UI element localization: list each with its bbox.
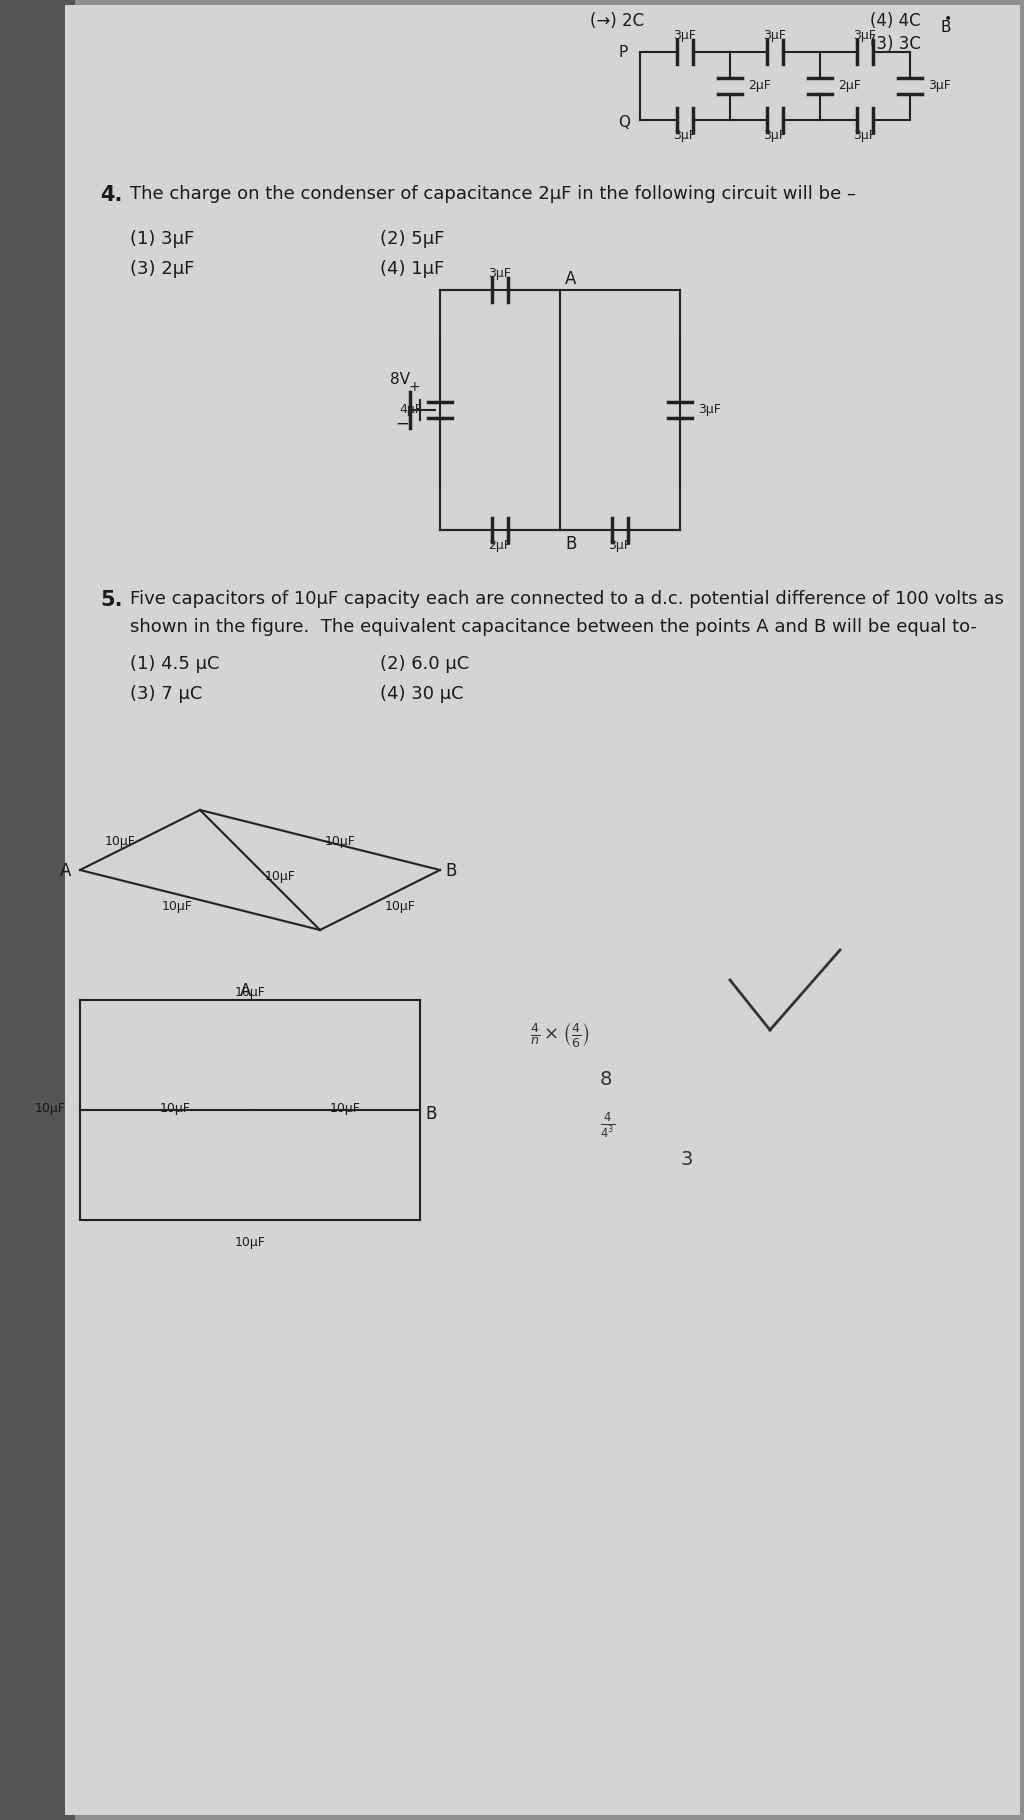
Bar: [0, 0, 75, 1820]
Text: 10μF: 10μF: [162, 901, 193, 914]
Text: 3μF: 3μF: [698, 404, 721, 417]
Text: •: •: [944, 13, 952, 25]
Text: B: B: [445, 863, 457, 881]
Text: 2μF: 2μF: [838, 80, 861, 93]
Text: −: −: [395, 415, 409, 433]
Text: 3μF: 3μF: [674, 29, 696, 42]
Text: 3μF: 3μF: [854, 129, 877, 142]
Text: 10μF: 10μF: [385, 901, 416, 914]
Text: 10μF: 10μF: [234, 986, 266, 999]
Text: 10μF: 10μF: [160, 1101, 190, 1116]
Text: A: A: [60, 863, 72, 881]
Text: A: A: [240, 983, 251, 999]
Text: 10μF: 10μF: [234, 1236, 266, 1249]
Text: 10μF: 10μF: [330, 1101, 360, 1116]
Text: (1) 3μF: (1) 3μF: [130, 229, 195, 248]
Text: 3μF: 3μF: [928, 80, 951, 93]
Text: 10μF: 10μF: [325, 835, 356, 848]
Text: $\frac{4}{n} \times \left(\frac{4}{6}\right)$: $\frac{4}{n} \times \left(\frac{4}{6}\ri…: [530, 1019, 590, 1048]
Text: (3) 3C: (3) 3C: [870, 35, 921, 53]
Text: 2μF: 2μF: [748, 80, 771, 93]
Text: (4) 30 μC: (4) 30 μC: [380, 684, 464, 703]
Text: 3μF: 3μF: [674, 129, 696, 142]
Text: Q: Q: [618, 115, 630, 129]
Text: 8: 8: [600, 1070, 612, 1088]
Text: (1) 4.5 μC: (1) 4.5 μC: [130, 655, 219, 673]
Text: 8V: 8V: [390, 371, 410, 388]
Text: 3μF: 3μF: [764, 129, 786, 142]
Text: $\frac{4}{4^3}$: $\frac{4}{4^3}$: [600, 1110, 615, 1139]
Text: B: B: [940, 20, 950, 35]
Text: (3) 2μF: (3) 2μF: [130, 260, 195, 278]
Text: B: B: [565, 535, 577, 553]
Text: (2) 6.0 μC: (2) 6.0 μC: [380, 655, 469, 673]
Text: 3μF: 3μF: [608, 539, 632, 553]
Text: A: A: [565, 269, 577, 288]
Text: P: P: [618, 46, 628, 60]
Text: 10μF: 10μF: [265, 870, 296, 883]
Text: 4.: 4.: [100, 186, 123, 206]
Text: 2μF: 2μF: [488, 539, 511, 553]
Text: The charge on the condenser of capacitance 2μF in the following circuit will be : The charge on the condenser of capacitan…: [130, 186, 856, 204]
Text: (4) 1μF: (4) 1μF: [380, 260, 444, 278]
Text: B: B: [425, 1105, 436, 1123]
Text: (2) 5μF: (2) 5μF: [380, 229, 444, 248]
Text: 3μF: 3μF: [764, 29, 786, 42]
Text: +: +: [408, 380, 420, 393]
Text: shown in the figure.  The equivalent capacitance between the points A and B will: shown in the figure. The equivalent capa…: [130, 619, 977, 635]
Text: 4μF: 4μF: [399, 404, 422, 417]
Text: 10μF: 10μF: [35, 1101, 66, 1116]
Text: 5.: 5.: [100, 590, 123, 610]
Text: 3μF: 3μF: [488, 268, 511, 280]
Text: (3) 7 μC: (3) 7 μC: [130, 684, 203, 703]
Text: 3μF: 3μF: [854, 29, 877, 42]
Text: 3: 3: [680, 1150, 692, 1168]
Text: (4) 4C: (4) 4C: [870, 13, 921, 29]
Text: (→) 2C: (→) 2C: [590, 13, 644, 29]
Text: Five capacitors of 10μF capacity each are connected to a d.c. potential differen: Five capacitors of 10μF capacity each ar…: [130, 590, 1004, 608]
Text: 10μF: 10μF: [105, 835, 136, 848]
